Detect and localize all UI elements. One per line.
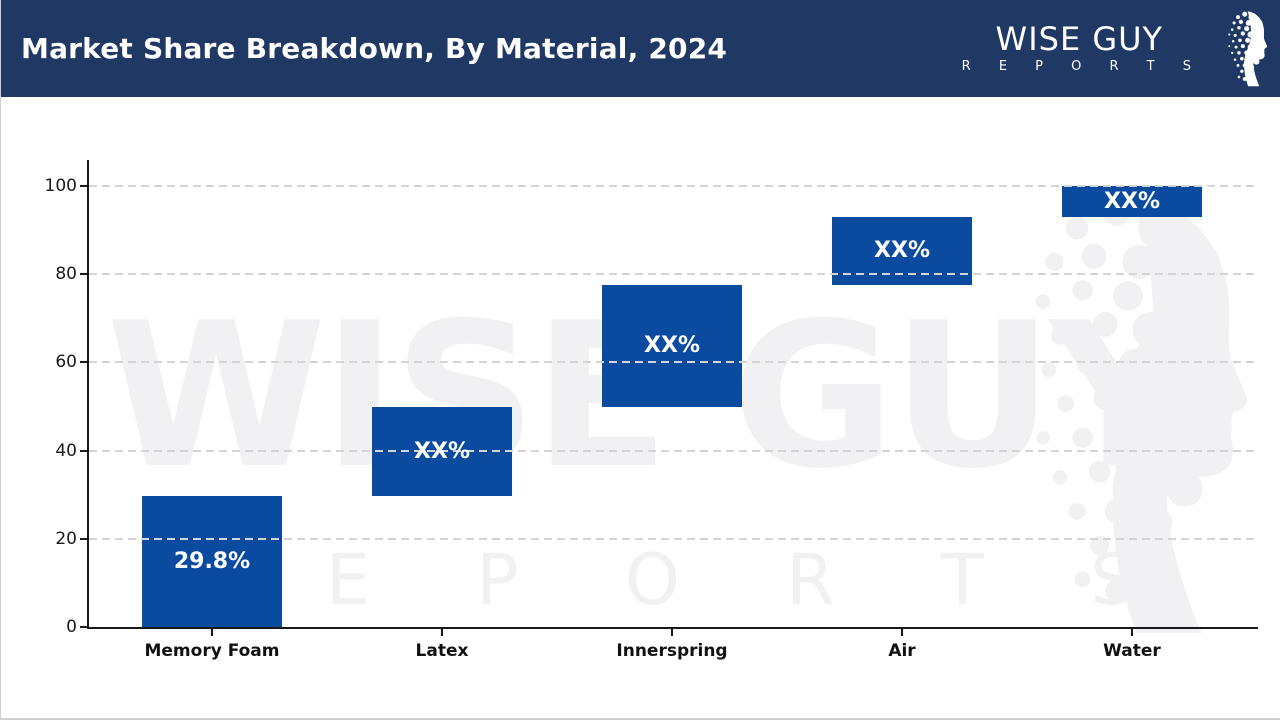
y-tick-label: 60 [55, 352, 77, 373]
x-tick-mark [441, 629, 443, 636]
y-tick-label: 0 [66, 617, 77, 637]
logo-text: WISE GUY R E P O R T S [956, 19, 1203, 75]
bar-value-label: XX% [644, 333, 700, 359]
x-axis-label: Water [1103, 641, 1161, 661]
logo-wordmark: WISE GUY [995, 19, 1164, 58]
y-tick-mark [80, 361, 88, 364]
chart-area: WISE GUY R E P O R T S 29.8% XX% XX% XX% XX%… [1, 97, 1280, 718]
y-tick-label: 20 [55, 528, 77, 549]
bar-value-label: 29.8% [173, 548, 251, 574]
bar-segment [142, 495, 282, 627]
gridline [89, 449, 1258, 452]
bar-segment [1062, 186, 1202, 217]
y-tick-mark [80, 537, 88, 540]
y-tick-mark [80, 449, 88, 452]
logo-subtitle: R E P O R T S [961, 59, 1203, 75]
gridline [89, 273, 1258, 276]
x-axis-label: Latex [415, 641, 469, 661]
y-tick-label: 80 [55, 264, 77, 285]
bar-value-label: XX% [1104, 188, 1160, 214]
wiseguy-logo: WISE GUY R E P O R T S [956, 10, 1267, 88]
x-axis-label: Air [888, 641, 916, 661]
x-tick-mark [1131, 629, 1133, 636]
plot-area: 29.8% XX% XX% XX% XX% 0 20 40 60 80 100 Memory Foam… [1, 97, 1280, 718]
y-tick-mark [80, 626, 88, 628]
x-tick-mark [211, 629, 213, 636]
y-tick-label: 40 [55, 440, 77, 461]
gridline [89, 361, 1258, 364]
gridline [89, 185, 1258, 187]
x-axis-line [87, 627, 1258, 629]
y-tick-mark [80, 273, 88, 276]
x-axis-label: Innerspring [616, 641, 728, 661]
header-bar: Market Share Breakdown, By Material, 202… [1, 0, 1280, 97]
bar-value-label: XX% [874, 238, 930, 264]
y-tick-label: 100 [44, 176, 77, 196]
bar-value-label: XX% [414, 438, 470, 464]
x-axis-label: Memory Foam [144, 641, 280, 661]
bar-segment [602, 284, 742, 407]
gridline [89, 537, 1258, 540]
y-tick-mark [80, 185, 88, 187]
page-title: Market Share Breakdown, By Material, 202… [21, 32, 728, 65]
x-tick-mark [671, 629, 673, 636]
x-tick-mark [901, 629, 903, 636]
logo-face-icon [1209, 10, 1267, 88]
y-axis-line [87, 160, 89, 629]
